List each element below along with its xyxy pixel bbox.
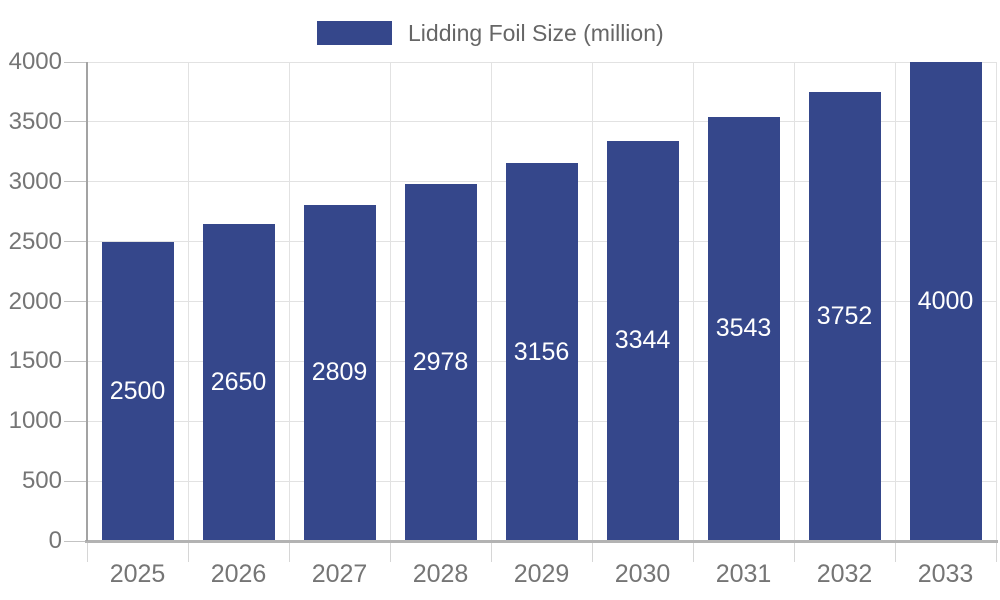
y-axis-label: 3000 [8,167,62,195]
x-axis-tick [389,542,391,562]
x-axis-tick [86,542,88,562]
x-axis-tick [288,542,290,562]
bar-value-label: 2500 [109,376,166,405]
x-axis-tick [591,542,593,562]
x-axis-label: 2033 [917,560,974,588]
y-gridline [87,121,996,123]
bar[interactable]: 3344 [606,140,679,541]
x-axis-label: 2025 [109,560,166,588]
x-gridline [995,62,997,541]
x-gridline [288,62,290,541]
legend-swatch [317,21,392,45]
bar-value-label: 2650 [210,367,267,396]
x-gridline [591,62,593,541]
x-gridline [692,62,694,541]
bar[interactable]: 3752 [808,91,881,541]
bar-value-label: 3344 [614,326,671,355]
x-axis-label: 2029 [513,560,570,588]
bar-value-label: 3543 [715,314,772,343]
bar-value-label: 3156 [513,337,570,366]
y-axis-label: 500 [21,467,62,495]
bar-value-label: 2809 [311,358,368,387]
x-axis-label: 2032 [816,560,873,588]
y-axis-label: 0 [48,527,62,554]
x-axis-label: 2027 [311,560,368,588]
x-gridline [490,62,492,541]
x-axis-label: 2030 [614,560,671,588]
y-axis-label: 2000 [8,287,62,315]
x-axis-tick [894,542,896,562]
legend[interactable]: Lidding Foil Size (million) [317,18,664,48]
legend-label: Lidding Foil Size (million) [408,19,664,46]
x-axis-tick [793,542,795,562]
y-axis-tick [64,420,87,422]
bar[interactable]: 2809 [303,204,376,541]
y-axis-label: 1500 [8,347,62,375]
y-axis-tick [64,181,87,183]
x-gridline [389,62,391,541]
y-axis-tick [64,61,87,63]
x-axis-tick [995,542,997,562]
x-axis-line [85,539,998,543]
y-axis-tick [64,121,87,123]
y-axis-tick [64,301,87,302]
x-axis-tick [187,542,189,562]
y-axis-label: 2500 [8,227,62,255]
y-axis-label: 1000 [8,407,62,435]
x-gridline [793,62,795,541]
bar-value-label: 4000 [917,287,974,315]
y-axis-line [86,62,88,541]
bar[interactable]: 4000 [909,62,982,541]
x-axis-tick [490,542,492,562]
x-axis-label: 2026 [210,560,267,588]
x-gridline [187,62,189,541]
y-axis-label: 4000 [8,48,62,75]
y-axis-tick [64,241,87,243]
bar-value-label: 3752 [816,301,873,330]
x-axis-label: 2031 [715,560,772,588]
x-gridline [894,62,896,541]
bar-value-label: 2978 [412,348,469,377]
x-axis-label: 2028 [412,560,469,588]
bar[interactable]: 2978 [404,184,477,541]
bar[interactable]: 2500 [101,241,174,541]
y-axis-tick [64,540,87,542]
x-axis-tick [692,542,694,562]
y-axis-tick [64,360,87,362]
bar[interactable]: 3543 [707,116,780,541]
y-gridline [87,61,996,63]
bar[interactable]: 3156 [505,163,578,541]
y-axis-label: 3500 [8,107,62,135]
bar[interactable]: 2650 [202,223,275,541]
y-axis-tick [64,480,87,482]
